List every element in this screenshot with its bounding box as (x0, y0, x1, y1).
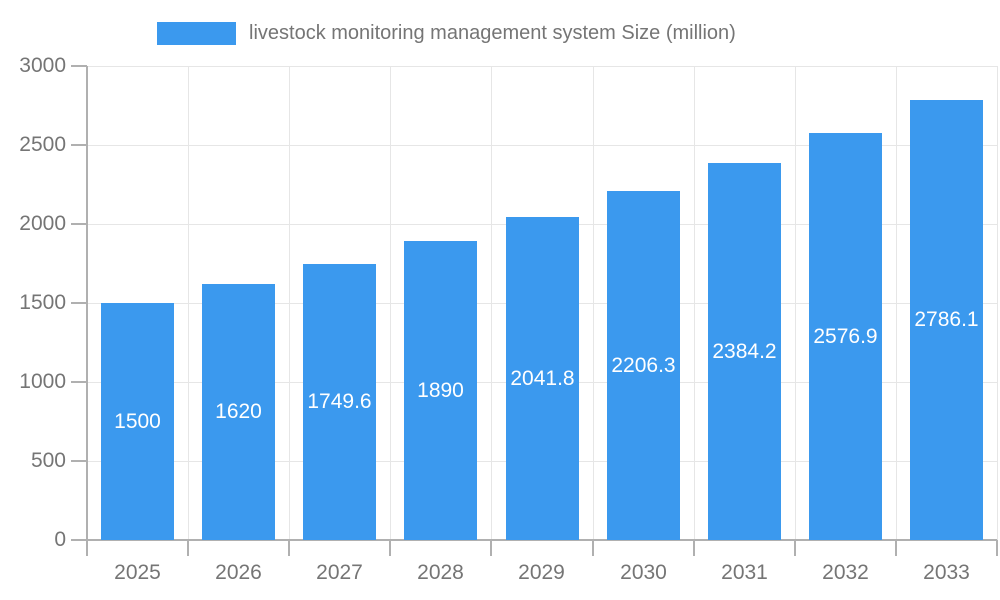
x-axis-label-2031: 2031 (721, 561, 768, 584)
y-axis-tick (71, 539, 87, 541)
x-axis-label-2027: 2027 (316, 561, 363, 584)
x-axis-line (86, 539, 997, 541)
bar-value-label: 2576.9 (813, 324, 878, 348)
x-axis-tick (895, 540, 897, 556)
bar-2029[interactable]: 2041.8 (506, 217, 579, 540)
v-gridline (491, 66, 492, 540)
x-axis-tick (288, 540, 290, 556)
x-axis-tick (86, 540, 88, 556)
bar-2031[interactable]: 2384.2 (708, 163, 781, 540)
y-axis-tick (71, 65, 87, 67)
x-axis-tick (187, 540, 189, 556)
bar-2030[interactable]: 2206.3 (607, 191, 680, 540)
v-gridline (896, 66, 897, 540)
y-axis-tick (71, 460, 87, 462)
x-axis-tick (693, 540, 695, 556)
x-axis-tick (490, 540, 492, 556)
legend-label: livestock monitoring management system S… (249, 21, 736, 44)
bar-2025[interactable]: 1500 (101, 303, 174, 540)
bar-value-label: 2206.3 (611, 353, 676, 377)
bar-value-label: 2384.2 (712, 339, 777, 363)
legend-swatch (157, 21, 236, 45)
x-axis-label-2030: 2030 (620, 561, 667, 584)
x-axis-label-2033: 2033 (923, 561, 970, 584)
y-axis-line (86, 66, 88, 540)
bar-value-label: 1749.6 (307, 390, 372, 413)
bar-2028[interactable]: 1890 (404, 241, 477, 540)
legend-item[interactable]: livestock monitoring management system S… (157, 18, 736, 48)
x-axis-tick (794, 540, 796, 556)
bar-2033[interactable]: 2786.1 (910, 100, 983, 540)
y-axis-label: 3000 (19, 54, 66, 77)
x-axis-label-2026: 2026 (215, 561, 262, 584)
x-axis-tick (996, 540, 998, 556)
y-axis-tick (71, 144, 87, 146)
v-gridline (390, 66, 391, 540)
bar-value-label: 2786.1 (914, 308, 979, 331)
y-axis-label: 1000 (19, 370, 66, 393)
y-axis-label: 2000 (19, 212, 66, 235)
v-gridline (997, 66, 998, 540)
y-axis-tick (71, 223, 87, 225)
bar-2032[interactable]: 2576.9 (809, 133, 882, 540)
y-axis-label: 0 (54, 528, 66, 551)
x-axis-tick (389, 540, 391, 556)
bar-value-label: 1500 (114, 409, 161, 433)
h-gridline (87, 145, 997, 146)
y-axis-tick (71, 302, 87, 304)
x-axis-tick (592, 540, 594, 556)
bar-value-label: 2041.8 (510, 366, 575, 390)
bar-2026[interactable]: 1620 (202, 284, 275, 540)
v-gridline (694, 66, 695, 540)
y-axis-label: 2500 (19, 133, 66, 156)
x-axis-label-2029: 2029 (518, 561, 565, 584)
v-gridline (289, 66, 290, 540)
x-axis-label-2032: 2032 (822, 561, 869, 584)
y-axis-label: 1500 (19, 291, 66, 314)
y-axis-tick (71, 381, 87, 383)
h-gridline (87, 66, 997, 67)
bar-2027[interactable]: 1749.6 (303, 264, 376, 540)
v-gridline (593, 66, 594, 540)
v-gridline (188, 66, 189, 540)
bar-value-label: 1620 (215, 400, 262, 423)
v-gridline (795, 66, 796, 540)
y-axis-label: 500 (30, 449, 66, 472)
bar-value-label: 1890 (417, 378, 464, 402)
x-axis-label-2025: 2025 (114, 561, 161, 584)
x-axis-label-2028: 2028 (417, 561, 464, 584)
